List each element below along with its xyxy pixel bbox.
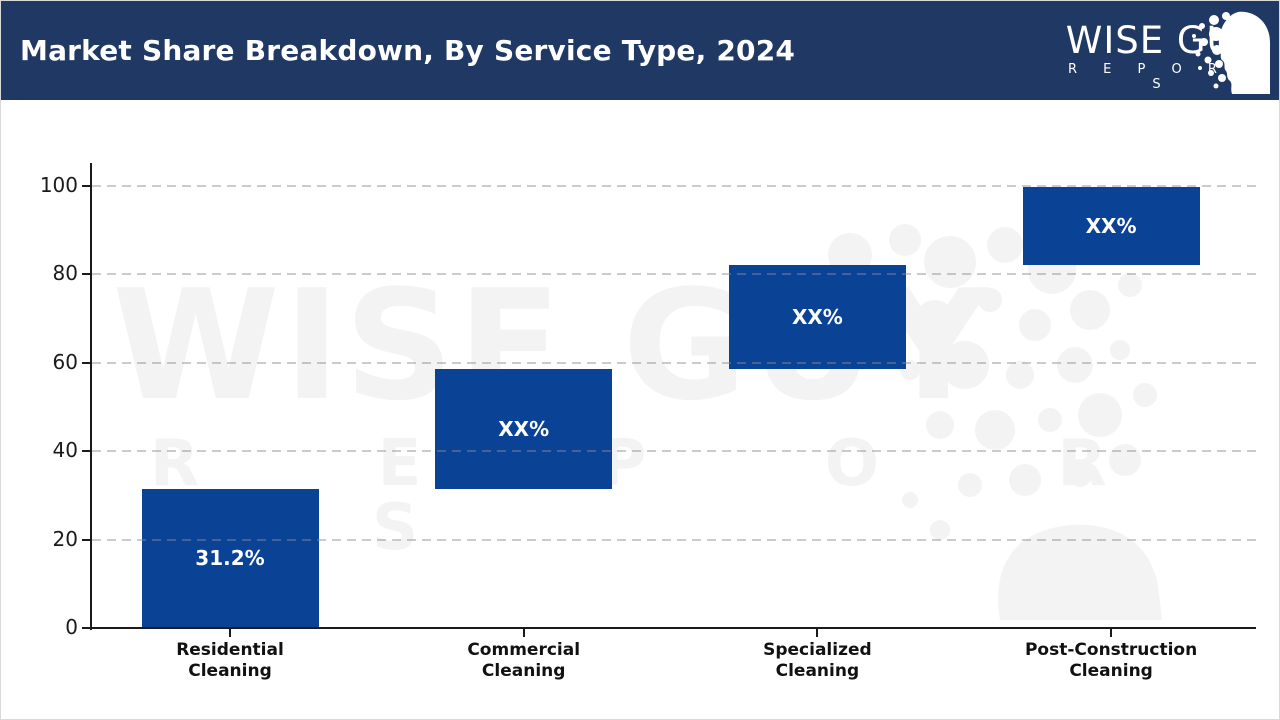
y-tick-label: 20 — [52, 526, 78, 551]
chart-title: Market Share Breakdown, By Service Type,… — [20, 33, 796, 67]
y-axis-line — [90, 163, 92, 630]
y-tick-label: 60 — [52, 349, 78, 374]
y-tick-mark — [82, 185, 90, 187]
bar-value-label: XX% — [791, 304, 843, 329]
x-tick-mark — [1110, 629, 1113, 637]
y-tick-label: 100 — [39, 173, 78, 197]
bar: XX% — [435, 368, 613, 490]
x-category-label: Commercial Cleaning — [467, 640, 581, 682]
bar-value-label: 31.2% — [195, 546, 265, 571]
wise-guy-reports-logo: WISE GUY R E P O R T S — [1022, 10, 1272, 94]
x-category-label: Post-Construction Cleaning — [1024, 640, 1198, 682]
y-tick-mark — [82, 450, 90, 453]
y-tick-label: 40 — [52, 438, 78, 463]
bar-value-label: XX% — [498, 416, 550, 441]
bar-value-label: XX% — [1085, 214, 1137, 239]
x-tick-mark — [522, 629, 525, 637]
logo-face-icon — [1192, 11, 1270, 94]
logo-subtext: R E P O R T S — [1068, 62, 1262, 92]
y-tick-mark — [82, 273, 90, 276]
gridline — [92, 361, 1256, 364]
x-tick-mark — [229, 629, 231, 637]
bar: 31.2% — [141, 489, 319, 627]
y-tick-label: 80 — [52, 261, 78, 286]
y-tick-mark — [82, 361, 90, 364]
gridline — [92, 273, 1256, 276]
bar: XX% — [728, 264, 906, 369]
x-tick-mark — [816, 629, 819, 637]
bar: XX% — [1022, 186, 1200, 266]
y-tick-mark — [82, 538, 90, 541]
x-category-label: Specialized Cleaning — [763, 640, 872, 682]
gridline — [92, 450, 1256, 453]
y-tick-mark — [82, 627, 90, 629]
x-axis-line — [89, 627, 1256, 629]
y-tick-label: 0 — [65, 615, 78, 639]
x-category-label: Residential Cleaning — [176, 640, 284, 682]
header-bar: Market Share Breakdown, By Service Type,… — [0, 0, 1280, 100]
